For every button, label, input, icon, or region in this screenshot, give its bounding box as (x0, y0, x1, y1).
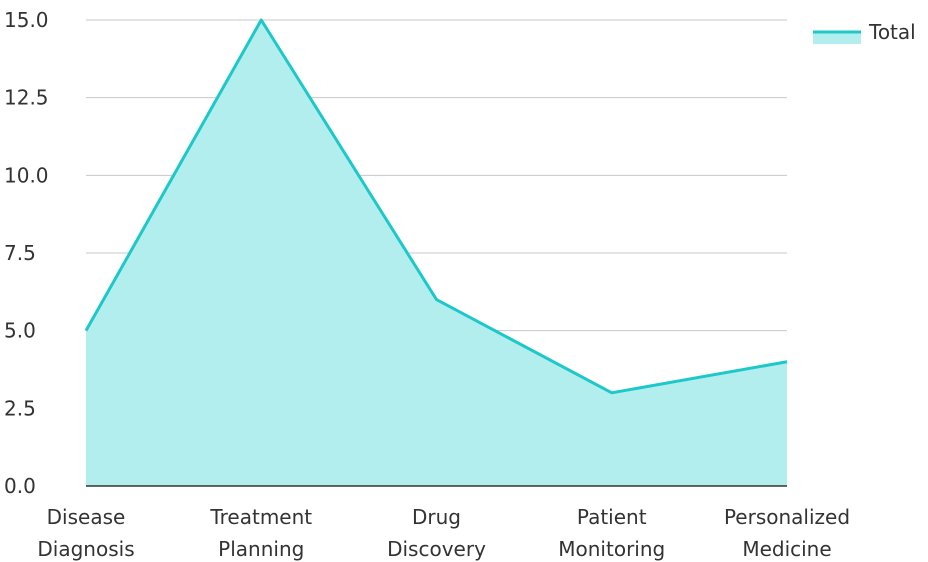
y-tick-label: 7.5 (4, 241, 36, 265)
x-category-label-line: Discovery (387, 537, 486, 561)
y-tick-label: 5.0 (4, 319, 36, 343)
x-axis-category-labels: Disease Diagnosis Treatment Planning Drug Dis… (37, 505, 850, 561)
x-category-label-line: Disease (47, 505, 126, 529)
x-category-label: Patient Monitoring (558, 505, 665, 561)
x-category-label-line: Monitoring (558, 537, 665, 561)
legend-swatch-total (813, 32, 861, 44)
x-category-label-line: Personalized (724, 505, 850, 529)
x-category-label-line: Drug (412, 505, 461, 529)
x-category-label-line: Medicine (742, 537, 831, 561)
y-axis-tick-labels: 0.0 2.5 5.0 7.5 10.0 12.5 15.0 (4, 8, 49, 498)
x-category-label-line: Diagnosis (37, 537, 134, 561)
y-tick-label: 0.0 (4, 474, 36, 498)
x-category-label-line: Planning (218, 537, 304, 561)
y-tick-label: 12.5 (4, 86, 49, 110)
x-category-label: Drug Discovery (387, 505, 486, 561)
x-category-label-line: Treatment (209, 505, 312, 529)
x-category-label: Disease Diagnosis (37, 505, 134, 561)
y-tick-label: 15.0 (4, 8, 49, 32)
x-category-label: Personalized Medicine (724, 505, 850, 561)
y-tick-label: 2.5 (4, 396, 36, 420)
legend-label-total: Total (868, 20, 916, 44)
x-category-label-line: Patient (577, 505, 647, 529)
area-fill-total (86, 20, 787, 486)
x-category-label: Treatment Planning (209, 505, 312, 561)
series-line-total (84, 18, 788, 395)
legend: Total (813, 20, 916, 44)
y-tick-label: 10.0 (4, 163, 49, 187)
